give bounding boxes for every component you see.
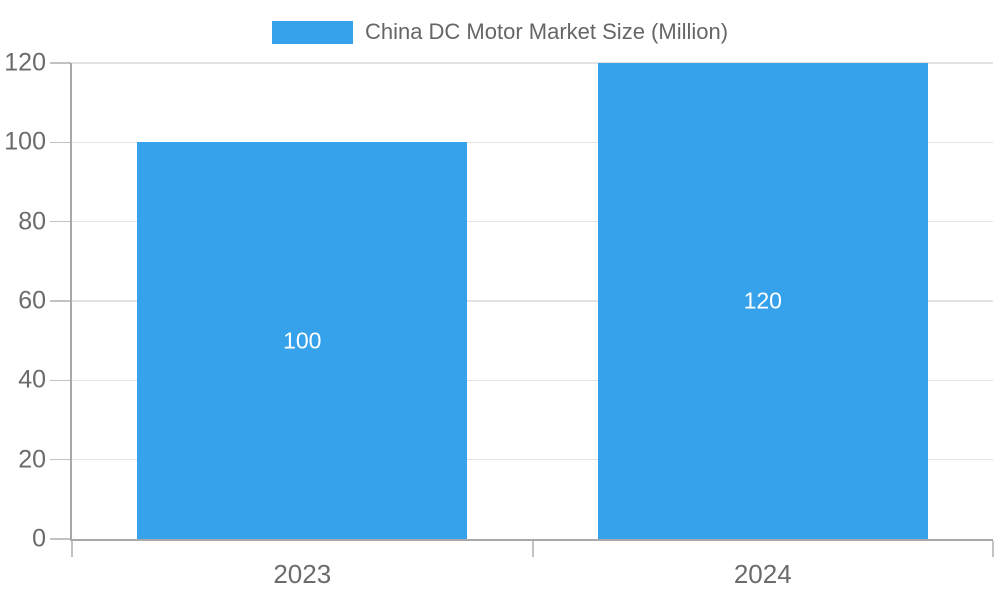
y-axis-tick (50, 62, 71, 64)
x-axis-label: 2024 (733, 559, 792, 589)
x-axis-tick (992, 541, 994, 557)
legend: China DC Motor Market Size (Million) (0, 19, 1000, 45)
y-axis-tick (50, 220, 71, 223)
bar[interactable] (597, 63, 928, 539)
gridline (72, 141, 993, 144)
y-axis-tick (50, 458, 71, 461)
y-axis-label: 20 (18, 445, 46, 474)
y-axis-tick (50, 379, 71, 382)
y-axis-label: 40 (18, 365, 46, 394)
x-axis-label: 2023 (273, 559, 332, 589)
x-axis-tick (531, 541, 534, 557)
legend-label: China DC Motor Market Size (Million) (364, 19, 729, 44)
gridline (72, 62, 993, 64)
bar-value-label: 100 (283, 327, 322, 354)
y-axis-label: 80 (18, 207, 46, 236)
x-axis-line (70, 539, 993, 541)
gridline (72, 300, 993, 302)
bar-value-label: 120 (743, 287, 782, 314)
legend-swatch-icon (271, 20, 353, 44)
y-axis-line (70, 63, 72, 541)
legend-item[interactable]: China DC Motor Market Size (Million) (271, 19, 729, 45)
x-axis-tick (71, 541, 73, 557)
y-axis-label: 100 (4, 127, 46, 156)
y-axis-label: 60 (18, 286, 46, 315)
gridline (72, 458, 993, 461)
bar[interactable] (137, 142, 468, 539)
y-axis-tick (50, 538, 71, 540)
y-axis-label: 120 (4, 48, 46, 77)
y-axis-label: 0 (32, 524, 46, 553)
y-axis-tick (50, 141, 71, 144)
y-axis-tick (50, 300, 71, 302)
gridline (72, 379, 993, 382)
gridline (72, 220, 993, 223)
